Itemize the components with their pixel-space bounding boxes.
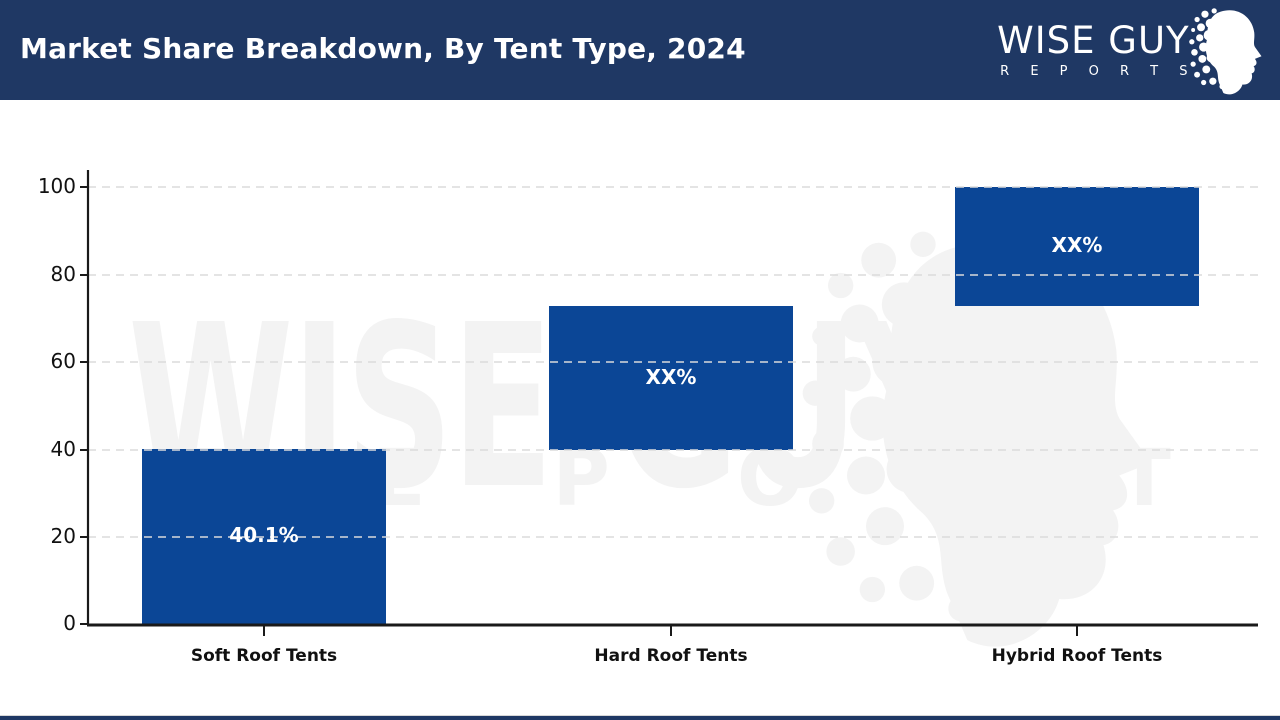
brand-subtitle: R E P O R T S (1000, 63, 1196, 79)
brand-text: WISE GUY R E P O R T S (997, 22, 1196, 79)
brand-logo: WISE GUY R E P O R T S (997, 3, 1270, 97)
chart-area: WISE GUY R E P O R T S (0, 100, 1280, 715)
watermark-face-icon (802, 231, 1151, 647)
x-category-label: Hard Roof Tents (594, 646, 748, 666)
x-category-label: Soft Roof Tents (190, 646, 338, 666)
bar-value-label: XX% (1051, 233, 1103, 257)
bar-hybrid-roof-tents (955, 187, 1199, 306)
y-tick-label: 100 (37, 174, 76, 198)
y-tick-label: 80 (50, 262, 76, 286)
y-tick-label: 60 (50, 349, 76, 373)
bar-value-label: XX% (645, 365, 697, 389)
brand-name: WISE GUY (997, 18, 1190, 62)
y-tick-label: 40 (50, 437, 76, 461)
bar-hard-roof-tents (549, 306, 793, 450)
footer-bar (0, 715, 1280, 720)
y-tick-label: 20 (50, 524, 76, 548)
page-title: Market Share Breakdown, By Tent Type, 20… (20, 31, 746, 65)
y-tick-label: 0 (63, 611, 76, 635)
header-bar: Market Share Breakdown, By Tent Type, 20… (0, 0, 1280, 100)
bar-value-label: 40.1% (229, 523, 299, 547)
face-profile-logo-icon (1189, 8, 1262, 95)
x-category-label: Hybrid Roof Tents (991, 646, 1163, 666)
